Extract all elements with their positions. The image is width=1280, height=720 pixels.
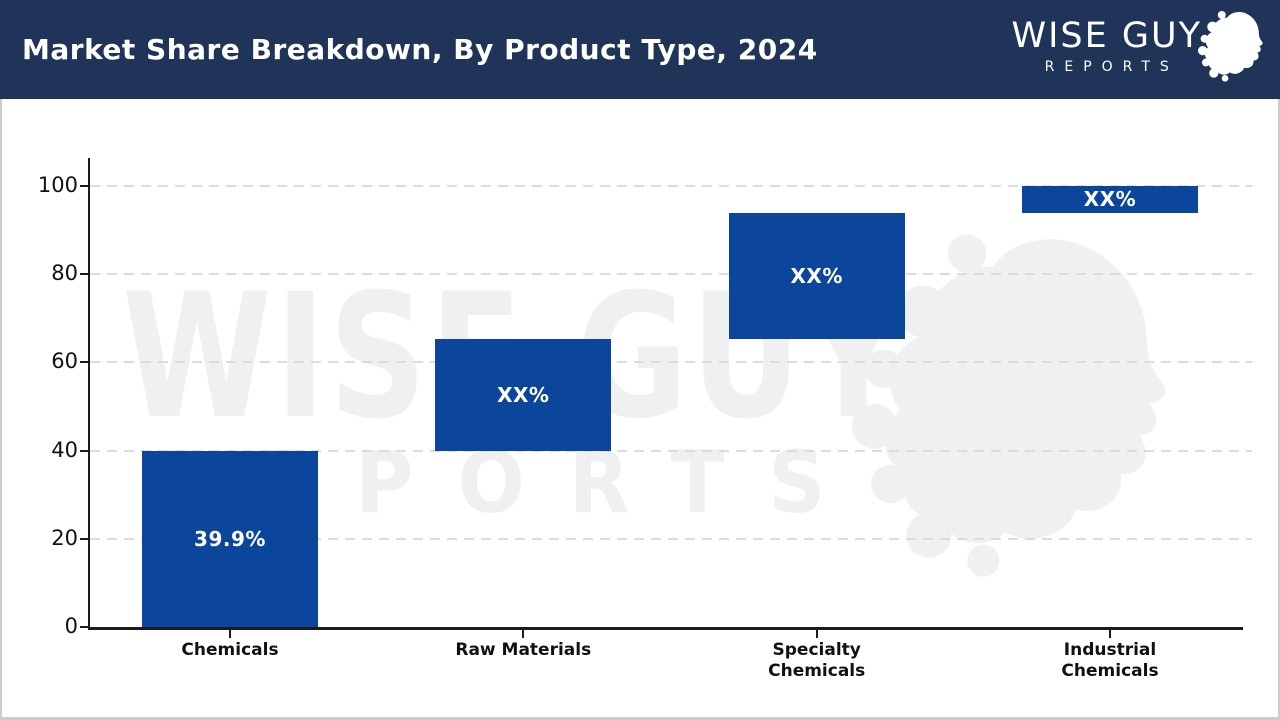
gridline-60 <box>90 361 1252 364</box>
bar-value-label-specialty-chemicals: XX% <box>790 263 843 288</box>
x-axis-category-label-raw-materials: Raw Materials <box>413 640 633 661</box>
x-tick-mark-specialty-chemicals <box>815 630 818 638</box>
bar-industrial-chemicals: XX% <box>1022 186 1198 213</box>
x-tick-mark-raw-materials <box>522 630 525 638</box>
y-tick-mark-60 <box>80 361 88 364</box>
y-axis-tick-label-0: 0 <box>64 614 78 638</box>
x-tick-mark-industrial-chemicals <box>1109 630 1111 638</box>
x-tick-mark-chemicals <box>229 630 231 638</box>
x-axis-category-label-chemicals: Chemicals <box>120 640 340 661</box>
category-label-line: Specialty <box>772 640 861 660</box>
category-label-line: Chemicals <box>768 661 866 681</box>
bar-raw-materials: XX% <box>435 339 612 452</box>
page-title: Market Share Breakdown, By Product Type,… <box>22 33 818 66</box>
y-tick-mark-20 <box>80 537 88 540</box>
wiseguy-logo-text: WISE GUY REPORTS <box>1011 16 1202 76</box>
gridline-80 <box>90 273 1252 276</box>
page-border-bottom <box>0 717 1280 720</box>
x-axis-line <box>88 627 1243 630</box>
category-label-line: Raw Materials <box>455 640 592 660</box>
logo-subtitle: REPORTS <box>1044 59 1179 75</box>
y-tick-mark-40 <box>80 449 88 452</box>
page-border-left <box>0 99 2 720</box>
y-axis-tick-label-20: 20 <box>51 525 78 550</box>
y-tick-mark-80 <box>80 273 88 276</box>
category-label-line: Industrial <box>1063 640 1157 660</box>
y-axis-line <box>88 158 90 630</box>
bar-value-label-chemicals: 39.9% <box>194 527 266 551</box>
logo-wordmark: WISE GUY <box>1011 16 1202 56</box>
x-axis-category-label-industrial-chemicals: Industrial Chemicals <box>1000 640 1220 682</box>
bar-specialty-chemicals: XX% <box>728 212 905 340</box>
gridline-40 <box>90 449 1252 452</box>
page-border-right <box>1278 99 1280 720</box>
y-tick-mark-0 <box>80 626 88 628</box>
category-label-line: Chemicals <box>1061 661 1159 681</box>
wiseguy-face-icon <box>1198 6 1264 86</box>
y-axis-tick-label-100: 100 <box>37 173 78 197</box>
y-axis-tick-label-40: 40 <box>51 437 78 462</box>
bar-value-label-raw-materials: XX% <box>497 383 550 408</box>
gridline-100 <box>90 185 1252 187</box>
header-band: Market Share Breakdown, By Product Type,… <box>0 0 1280 99</box>
category-label-line: Chemicals <box>181 640 279 660</box>
gridline-20 <box>90 537 1252 540</box>
wiseguy-logo: WISE GUY REPORTS <box>1011 6 1264 86</box>
x-axis-category-label-specialty-chemicals: Specialty Chemicals <box>707 640 927 682</box>
y-axis-tick-label-60: 60 <box>51 349 78 374</box>
y-axis-tick-label-80: 80 <box>51 261 78 286</box>
bar-chemicals: 39.9% <box>142 451 318 627</box>
bar-value-label-industrial-chemicals: XX% <box>1083 187 1137 212</box>
y-tick-mark-100 <box>80 185 88 187</box>
